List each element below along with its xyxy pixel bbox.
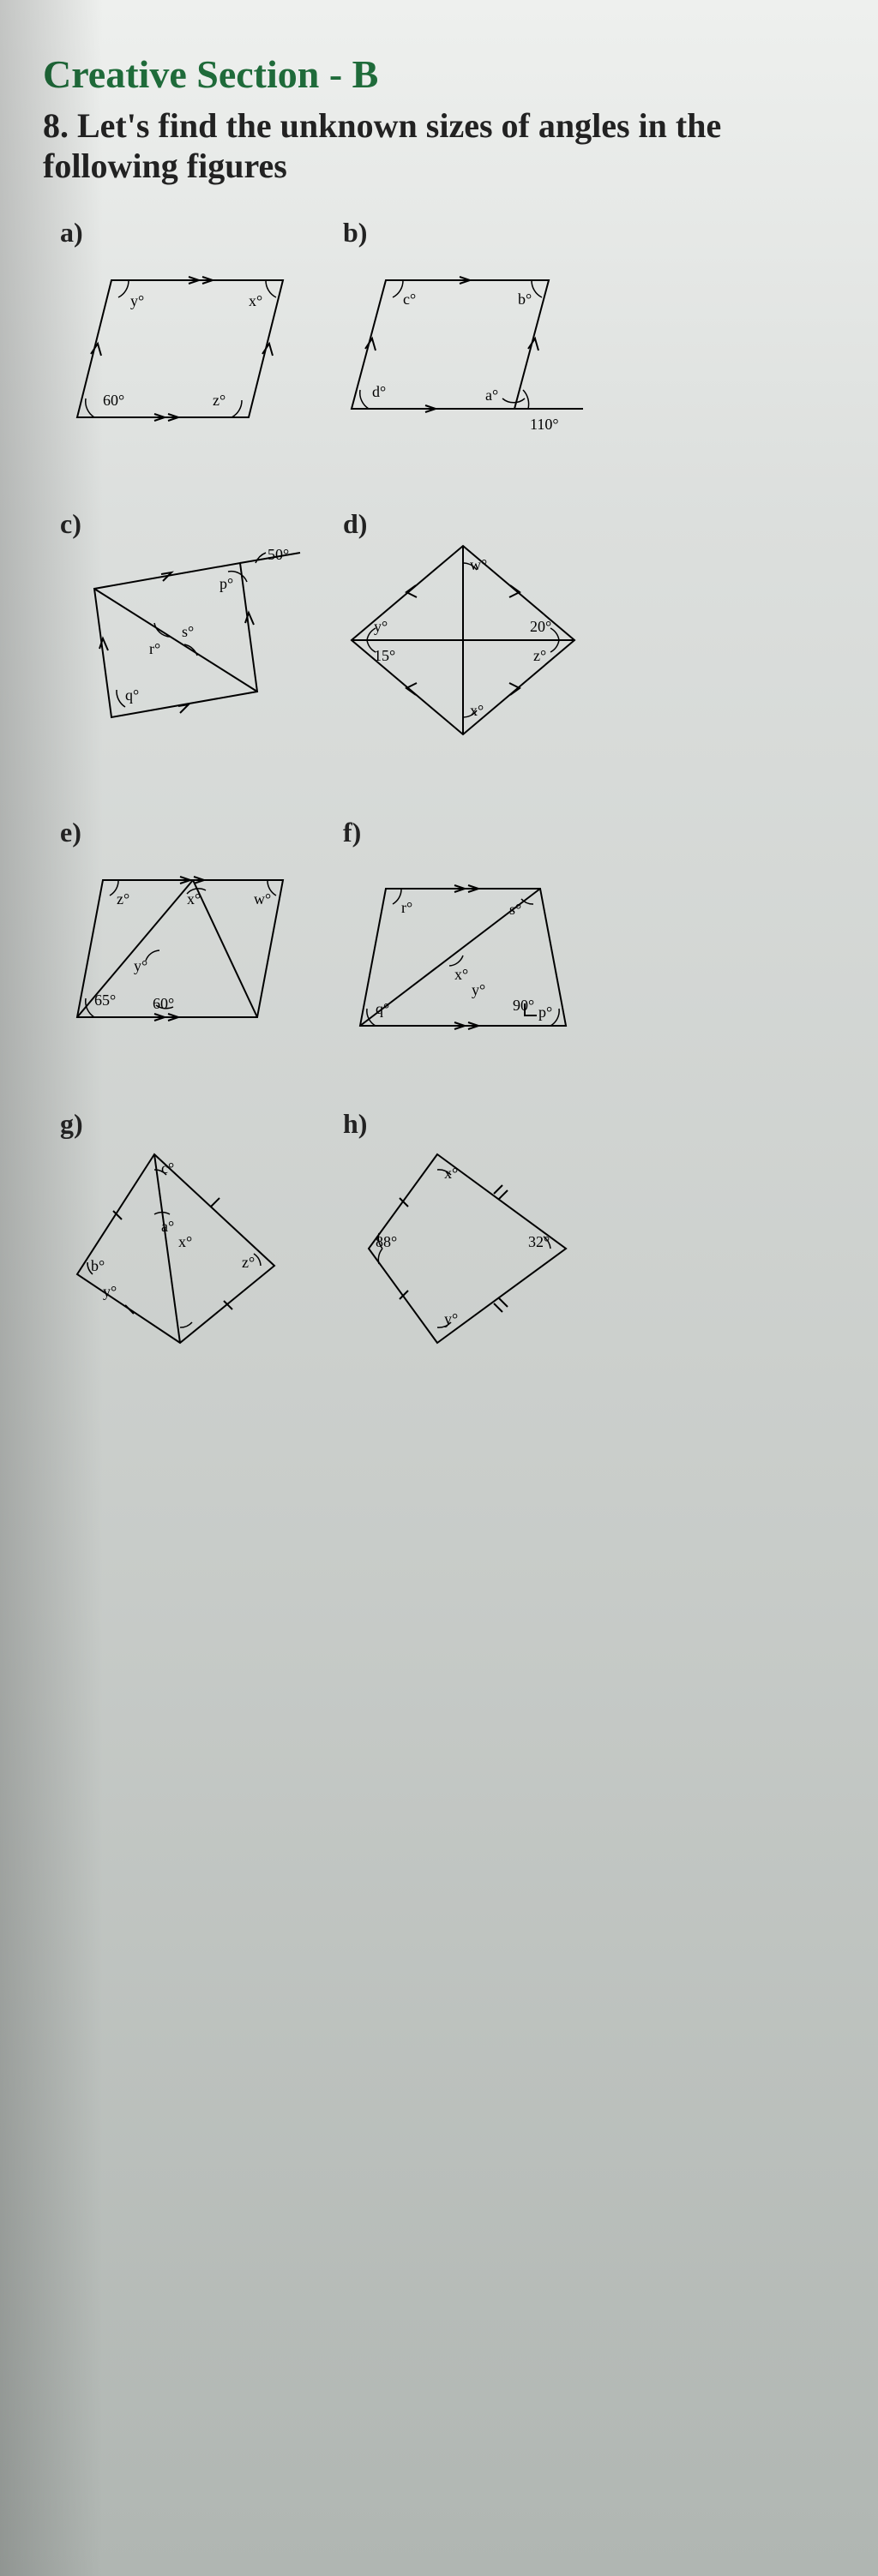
worksheet-page: Creative Section - B 8. Let's find the u… xyxy=(0,0,878,2576)
figure-f-label: f) xyxy=(343,817,361,848)
angle-ew: w° xyxy=(254,890,271,908)
angle-a: a° xyxy=(485,386,498,404)
figure-f: f) r° q° p° s° xyxy=(334,812,592,1086)
angle-x: x° xyxy=(470,702,484,719)
section-title: Creative Section - B xyxy=(43,51,861,97)
angle-fy: y° xyxy=(472,981,485,998)
angle-ez: z° xyxy=(117,890,129,908)
figure-h: h) x° 88° 32° y° xyxy=(334,1103,592,1377)
angle-fx: x° xyxy=(454,966,468,983)
question-number: 8. xyxy=(43,106,69,145)
angle-20: 20° xyxy=(530,618,551,635)
figure-g: g) c° a° x° b° y° xyxy=(51,1103,309,1377)
angle-gz: z° xyxy=(242,1254,255,1271)
question-line: 8. Let's find the unknown sizes of angle… xyxy=(43,105,861,186)
angle-110: 110° xyxy=(530,416,559,433)
angle-y: y° xyxy=(374,618,388,635)
angle-z: z° xyxy=(533,647,546,664)
figure-e: e) z° w° x° 65° xyxy=(51,812,309,1086)
angle-r: r° xyxy=(149,640,160,657)
figure-d-label: d) xyxy=(343,508,367,540)
angle-hx: x° xyxy=(444,1165,458,1182)
angle-ga: a° xyxy=(161,1218,174,1235)
angle-fp: p° xyxy=(538,1003,552,1021)
figure-b-label: b) xyxy=(343,217,367,249)
angle-ey: y° xyxy=(134,957,147,974)
angle-fr: r° xyxy=(401,899,412,916)
angle-f90: 90° xyxy=(513,997,534,1014)
angle-fq: q° xyxy=(376,1000,389,1017)
angle-50: 50° xyxy=(268,546,289,563)
angle-p: p° xyxy=(220,575,233,592)
figure-c: c) p° 50° s° xyxy=(51,503,309,777)
angle-60: 60° xyxy=(103,392,124,409)
figures-row-2: e) z° w° x° 65° xyxy=(51,812,861,1377)
figure-g-label: g) xyxy=(60,1108,83,1140)
angle-65: 65° xyxy=(94,991,116,1009)
angle-32: 32° xyxy=(528,1233,550,1250)
angle-15: 15° xyxy=(374,647,395,664)
figure-h-label: h) xyxy=(343,1108,367,1140)
figure-e-label: e) xyxy=(60,817,81,848)
angle-gb: b° xyxy=(91,1257,105,1274)
figure-b: b) c° b° d° a° 110 xyxy=(334,212,592,486)
figures-row-1: a) y° x° 60° z° xyxy=(51,212,861,777)
angle-c: c° xyxy=(403,291,416,308)
angle-gy: y° xyxy=(103,1283,117,1300)
angle-fs: s° xyxy=(509,901,521,918)
angle-hy: y° xyxy=(444,1310,458,1327)
figure-a-label: a) xyxy=(60,217,83,249)
angle-x: x° xyxy=(249,292,262,309)
angle-ex: x° xyxy=(187,890,201,908)
angle-s: s° xyxy=(182,623,194,640)
angle-88: 88° xyxy=(376,1233,397,1250)
angle-w: w° xyxy=(470,556,487,573)
angle-y: y° xyxy=(130,292,144,309)
figure-d: d) w° y° 15° 20° z xyxy=(334,503,592,777)
angle-z: z° xyxy=(213,392,226,409)
question-text: Let's find the unknown sizes of angles i… xyxy=(43,106,721,185)
angle-d: d° xyxy=(372,383,386,400)
angle-q: q° xyxy=(125,686,139,704)
angle-gc: c° xyxy=(161,1159,174,1177)
angle-60: 60° xyxy=(153,995,174,1012)
angle-b: b° xyxy=(518,291,532,308)
figure-a: a) y° x° 60° z° xyxy=(51,212,309,486)
angle-gx: x° xyxy=(178,1233,192,1250)
figure-c-label: c) xyxy=(60,508,81,540)
